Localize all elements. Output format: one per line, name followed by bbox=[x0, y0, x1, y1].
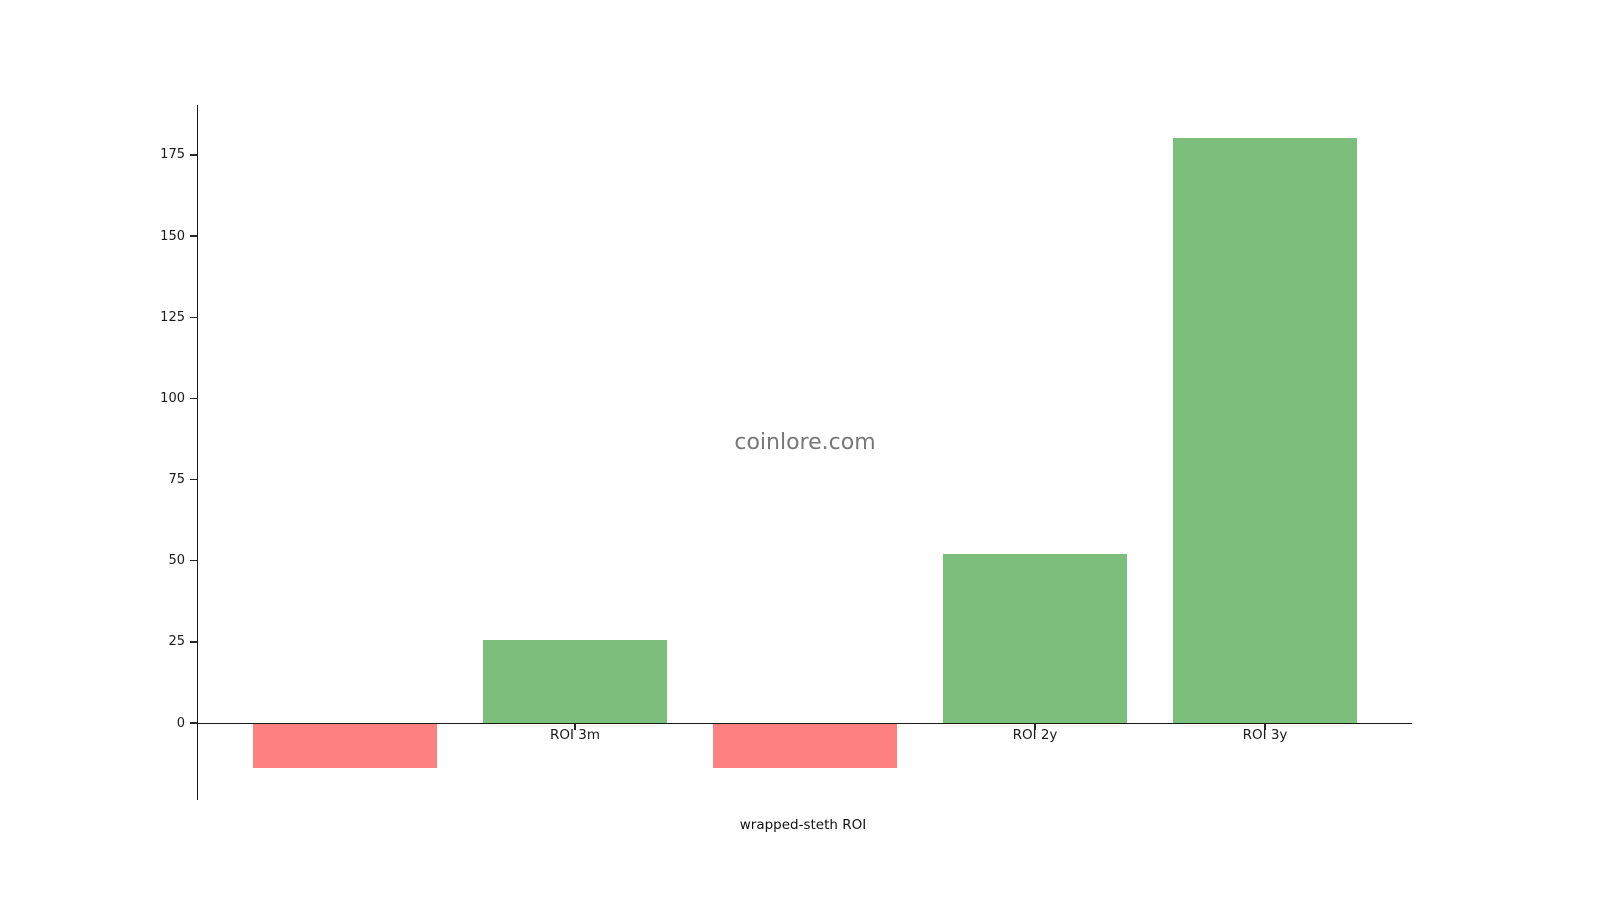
x-tick-label: ROI 3y bbox=[1242, 726, 1288, 743]
bar-unlabeled-0 bbox=[253, 723, 437, 769]
x-axis-tick bbox=[1034, 723, 1036, 730]
x-axis-tick bbox=[1264, 723, 1266, 730]
y-tick-label: 0 bbox=[176, 715, 185, 731]
y-tick-label: 75 bbox=[168, 472, 185, 488]
bar-roi-3y bbox=[1173, 137, 1357, 723]
y-tick-label: 100 bbox=[160, 390, 185, 406]
bar-unlabeled-2 bbox=[713, 723, 897, 769]
y-tick-label: 175 bbox=[160, 147, 185, 163]
y-tick-label: 25 bbox=[168, 634, 185, 650]
x-tick-label: ROI 2y bbox=[1012, 726, 1058, 743]
y-axis-line bbox=[197, 105, 199, 800]
y-tick-label: 125 bbox=[160, 309, 185, 325]
watermark: coinlore.com bbox=[734, 430, 876, 455]
bar-roi-2y bbox=[943, 554, 1127, 723]
y-axis-tick bbox=[190, 559, 197, 562]
x-axis-tick bbox=[574, 723, 576, 730]
y-tick-label: 50 bbox=[168, 553, 185, 569]
x-axis-title: wrapped-steth ROI bbox=[739, 817, 867, 833]
y-axis-tick bbox=[190, 235, 197, 237]
y-axis-tick bbox=[190, 478, 197, 481]
y-axis-tick bbox=[190, 316, 197, 318]
x-axis-zero-line bbox=[197, 723, 1412, 725]
y-axis-tick bbox=[190, 641, 197, 643]
y-axis-tick bbox=[190, 154, 197, 156]
bar-roi-3m bbox=[483, 639, 667, 723]
x-tick-label: ROI 3m bbox=[549, 726, 601, 743]
y-axis-tick bbox=[190, 397, 197, 400]
y-axis-tick bbox=[190, 722, 197, 724]
y-tick-label: 150 bbox=[160, 228, 185, 244]
